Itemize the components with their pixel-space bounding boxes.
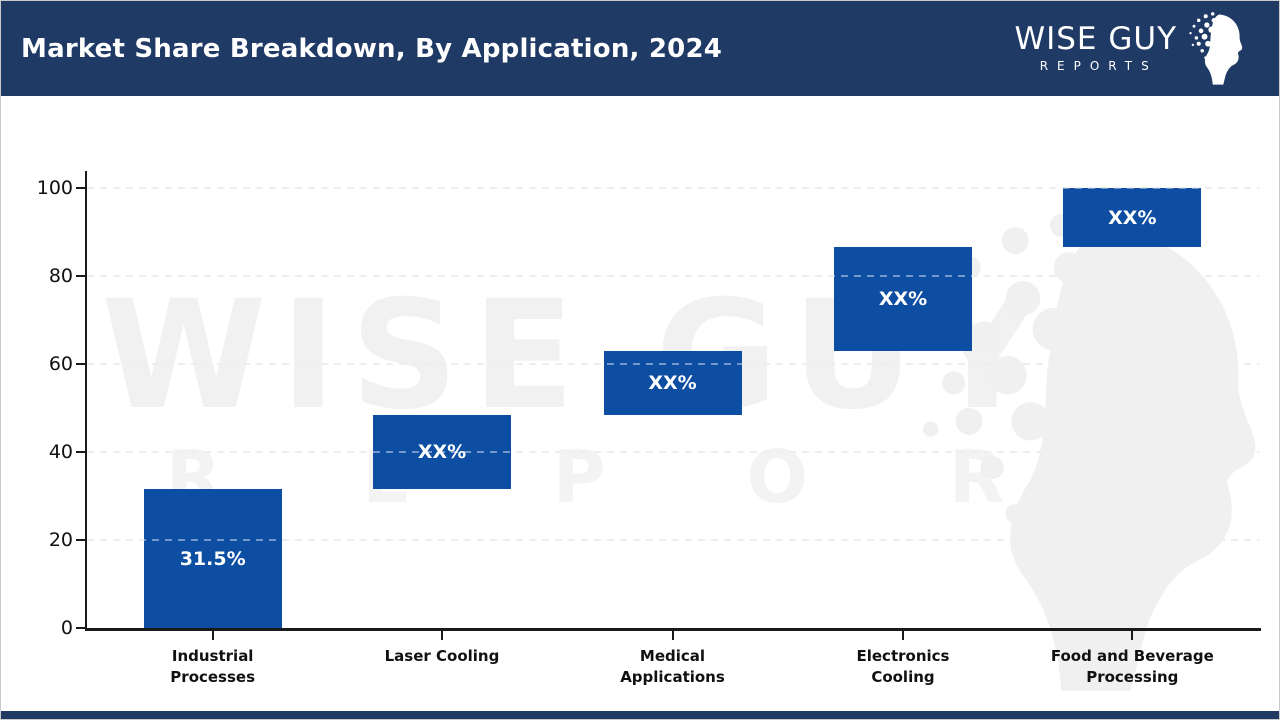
y-gridline-overlay: [87, 451, 1259, 453]
footer-bar: [1, 711, 1279, 719]
header: Market Share Breakdown, By Application, …: [1, 1, 1279, 96]
bar-value-label: XX%: [1108, 206, 1157, 229]
y-tick-mark: [76, 539, 85, 541]
category-label-line: Industrial: [171, 647, 254, 665]
category-label-line: Laser Cooling: [384, 647, 500, 665]
wise-guy-reports-logo: WISE GUY REPORTS: [1014, 11, 1253, 87]
y-tick-label: 60: [48, 353, 73, 375]
y-gridline-overlay: [87, 539, 1259, 541]
category-label-line: Processes: [170, 668, 256, 686]
y-tick-label: 20: [48, 529, 73, 551]
y-tick-mark: [76, 363, 85, 365]
bar: [373, 414, 511, 490]
y-tick-mark: [76, 275, 85, 277]
y-tick-label: 0: [60, 617, 73, 639]
bar: [833, 247, 972, 351]
y-tick-mark: [76, 451, 85, 453]
bar-value-label: 31.5%: [179, 547, 246, 570]
category-label: Industrial Processes: [113, 646, 313, 688]
y-tick-mark: [76, 627, 85, 629]
y-tick-mark: [76, 187, 85, 189]
bar-value-label: XX%: [417, 440, 467, 463]
y-gridline: [87, 187, 1259, 189]
watermark-head-icon: [922, 213, 1256, 691]
x-tick-mark: [1131, 631, 1134, 640]
x-tick-mark: [211, 631, 214, 640]
bar-value-label: XX%: [648, 371, 697, 394]
y-gridline: [87, 539, 1259, 541]
bar: [603, 350, 742, 415]
x-tick-mark: [441, 631, 443, 640]
bar-value-label: XX%: [878, 288, 928, 311]
x-tick-mark: [901, 631, 904, 640]
category-label-line: Processing: [1086, 668, 1179, 686]
bar: [143, 489, 282, 628]
page-title: Market Share Breakdown, By Application, …: [21, 33, 723, 64]
y-tick-label: 100: [36, 177, 73, 199]
waterfall-chart: WISE GUY R E P O R T S 02040608010031.5%…: [1, 96, 1279, 713]
category-label-line: Food and Beverage: [1050, 647, 1214, 665]
category-label-line: Medical: [639, 647, 706, 665]
category-label: Food and Beverage Processing: [1032, 646, 1232, 688]
y-gridline: [87, 275, 1259, 277]
y-gridline: [87, 451, 1259, 453]
y-tick-label: 80: [48, 265, 73, 287]
logo-wordmark: WISE GUY: [1014, 21, 1177, 57]
category-label: Laser Cooling: [342, 646, 542, 667]
logo-subtitle: REPORTS: [1039, 59, 1158, 73]
category-label: Medical Applications: [573, 646, 773, 688]
x-tick-mark: [671, 631, 674, 640]
category-label-line: Electronics: [856, 647, 950, 665]
y-tick-label: 40: [48, 441, 73, 463]
category-label-line: Cooling: [871, 668, 935, 686]
y-gridline-overlay: [87, 275, 1259, 277]
y-gridline-overlay: [87, 187, 1259, 189]
x-axis-spine: [85, 628, 1261, 631]
y-gridline-overlay: [87, 363, 1259, 365]
category-label-line: Applications: [620, 668, 725, 686]
y-axis-spine: [85, 171, 87, 630]
bar: [1063, 188, 1202, 248]
logo-text: WISE GUY REPORTS: [1014, 21, 1177, 74]
head-profile-icon: [1189, 11, 1243, 85]
category-label: Electronics Cooling: [803, 646, 1003, 688]
